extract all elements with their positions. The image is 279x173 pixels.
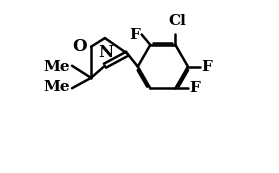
Text: O: O: [72, 38, 87, 55]
Text: Me: Me: [44, 60, 70, 74]
Text: Cl: Cl: [168, 14, 186, 28]
Text: F: F: [189, 81, 200, 95]
Text: N: N: [98, 44, 113, 61]
Text: F: F: [202, 60, 213, 74]
Text: F: F: [129, 28, 140, 42]
Text: Me: Me: [44, 80, 70, 94]
